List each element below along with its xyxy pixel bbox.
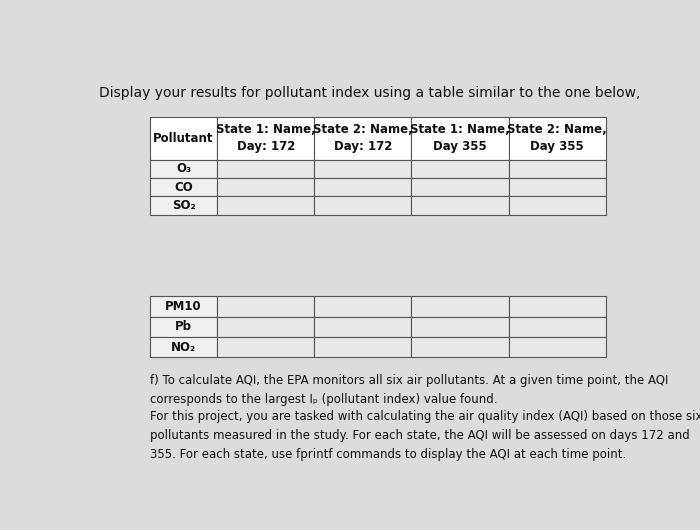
Bar <box>412 160 508 178</box>
Bar <box>412 337 508 357</box>
Text: State 2: Name,
Day 355: State 2: Name, Day 355 <box>508 123 607 153</box>
Text: State 1: Name,
Day: 172: State 1: Name, Day: 172 <box>216 123 316 153</box>
Bar <box>217 316 314 337</box>
Bar <box>150 160 217 178</box>
Bar <box>217 178 314 196</box>
Bar <box>217 296 314 316</box>
Bar <box>314 316 412 337</box>
Bar <box>217 196 314 215</box>
Text: State 1: Name,
Day 355: State 1: Name, Day 355 <box>410 123 510 153</box>
Bar <box>150 196 217 215</box>
Bar <box>314 296 412 316</box>
Bar <box>412 296 508 316</box>
Bar <box>217 160 314 178</box>
Text: O₃: O₃ <box>176 162 191 175</box>
Bar <box>314 196 412 215</box>
Bar <box>508 160 606 178</box>
Bar <box>150 296 217 316</box>
Text: Display your results for pollutant index using a table similar to the one below,: Display your results for pollutant index… <box>99 86 640 100</box>
Bar <box>508 196 606 215</box>
Text: For this project, you are tasked with calculating the air quality index (AQI) ba: For this project, you are tasked with ca… <box>150 410 700 462</box>
Bar <box>508 117 606 160</box>
Text: PM10: PM10 <box>165 300 202 313</box>
Bar <box>314 178 412 196</box>
Text: Pollutant: Pollutant <box>153 131 214 145</box>
Bar <box>508 296 606 316</box>
Bar <box>314 160 412 178</box>
Bar <box>217 337 314 357</box>
Bar <box>314 337 412 357</box>
Bar <box>150 178 217 196</box>
Text: f) To calculate AQI, the EPA monitors all six air pollutants. At a given time po: f) To calculate AQI, the EPA monitors al… <box>150 374 668 406</box>
Text: CO: CO <box>174 181 193 193</box>
Bar <box>508 316 606 337</box>
Bar <box>217 117 314 160</box>
Bar <box>150 316 217 337</box>
Bar <box>508 337 606 357</box>
Bar <box>508 178 606 196</box>
Bar <box>412 316 508 337</box>
Text: State 2: Name,
Day: 172: State 2: Name, Day: 172 <box>313 123 413 153</box>
Bar <box>412 196 508 215</box>
Bar <box>412 178 508 196</box>
Bar <box>314 117 412 160</box>
Text: SO₂: SO₂ <box>172 199 195 212</box>
Text: Pb: Pb <box>175 320 192 333</box>
Bar <box>150 337 217 357</box>
Bar <box>150 117 217 160</box>
Bar <box>412 117 508 160</box>
Text: NO₂: NO₂ <box>171 341 196 354</box>
